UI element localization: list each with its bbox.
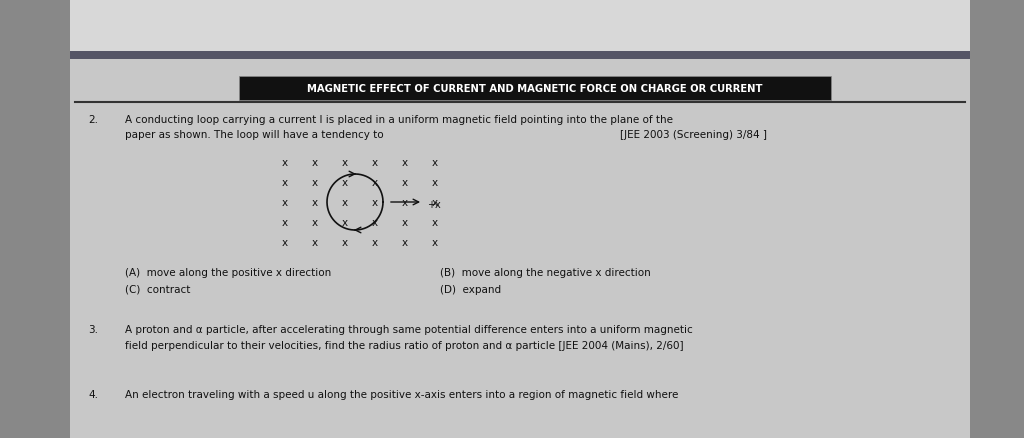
Text: x: x (282, 177, 288, 187)
Text: x: x (342, 218, 348, 227)
Text: 3.: 3. (88, 324, 98, 334)
Text: (C)  contract: (C) contract (125, 284, 190, 294)
FancyBboxPatch shape (70, 0, 970, 52)
Text: x: x (372, 218, 378, 227)
Text: x: x (372, 158, 378, 168)
Text: x: x (402, 177, 408, 187)
FancyBboxPatch shape (0, 0, 70, 438)
Text: x: x (372, 177, 378, 187)
Text: x: x (342, 198, 348, 208)
Text: An electron traveling with a speed u along the positive x-axis enters into a reg: An electron traveling with a speed u alo… (125, 389, 678, 399)
FancyBboxPatch shape (970, 0, 1024, 438)
Text: x: x (282, 218, 288, 227)
Text: paper as shown. The loop will have a tendency to: paper as shown. The loop will have a ten… (125, 130, 384, 140)
FancyBboxPatch shape (70, 60, 970, 438)
Text: x: x (312, 158, 318, 168)
Text: x: x (432, 177, 438, 187)
FancyBboxPatch shape (0, 52, 1024, 60)
Text: x: x (282, 158, 288, 168)
Text: x: x (342, 177, 348, 187)
Text: x: x (282, 237, 288, 247)
Text: [JEE 2003 (Screening) 3/84 ]: [JEE 2003 (Screening) 3/84 ] (620, 130, 767, 140)
Text: x: x (402, 198, 408, 208)
Text: A conducting loop carrying a current I is placed in a uniform magnetic field poi: A conducting loop carrying a current I i… (125, 115, 673, 125)
Text: (A)  move along the positive x direction: (A) move along the positive x direction (125, 267, 331, 277)
Text: x: x (432, 198, 438, 208)
Text: A proton and α particle, after accelerating through same potential difference en: A proton and α particle, after accelerat… (125, 324, 693, 334)
Text: x: x (432, 237, 438, 247)
Text: +x: +x (427, 200, 440, 209)
Text: (B)  move along the negative x direction: (B) move along the negative x direction (440, 267, 650, 277)
Text: x: x (372, 198, 378, 208)
Text: x: x (312, 218, 318, 227)
Text: (D)  expand: (D) expand (440, 284, 501, 294)
Text: x: x (432, 158, 438, 168)
Text: x: x (402, 218, 408, 227)
Text: x: x (372, 237, 378, 247)
Text: x: x (402, 237, 408, 247)
Text: x: x (342, 158, 348, 168)
Text: MAGNETIC EFFECT OF CURRENT AND MAGNETIC FORCE ON CHARGE OR CURRENT: MAGNETIC EFFECT OF CURRENT AND MAGNETIC … (307, 84, 763, 94)
Text: field perpendicular to their velocities, find the radius ratio of proton and α p: field perpendicular to their velocities,… (125, 340, 684, 350)
Text: x: x (342, 237, 348, 247)
Text: 4.: 4. (88, 389, 98, 399)
Text: 2.: 2. (88, 115, 98, 125)
Text: x: x (312, 237, 318, 247)
Text: x: x (312, 177, 318, 187)
Text: x: x (432, 218, 438, 227)
FancyBboxPatch shape (239, 77, 831, 101)
Text: x: x (402, 158, 408, 168)
Text: x: x (282, 198, 288, 208)
Text: x: x (312, 198, 318, 208)
